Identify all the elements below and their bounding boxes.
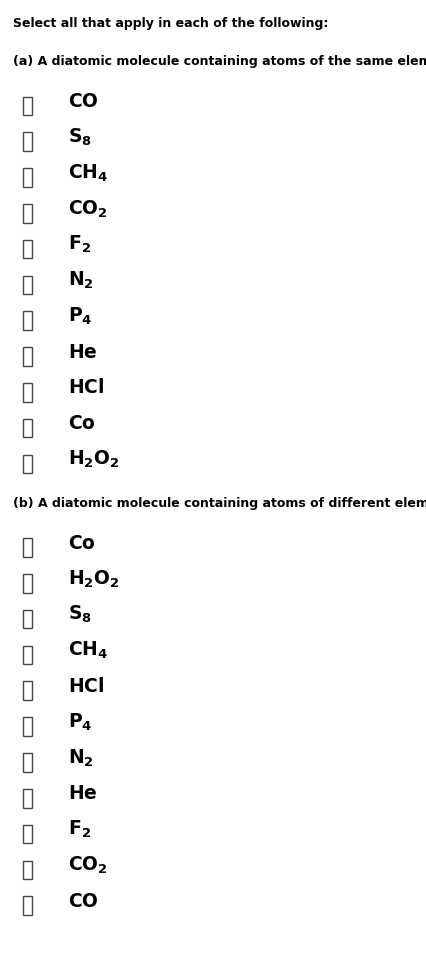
Bar xyxy=(23,825,32,843)
Text: $\mathbf{CO_2}$: $\mathbf{CO_2}$ xyxy=(68,855,108,876)
Text: (b) A diatomic molecule containing atoms of different elements.: (b) A diatomic molecule containing atoms… xyxy=(13,497,426,510)
Text: $\mathbf{P_4}$: $\mathbf{P_4}$ xyxy=(68,711,93,732)
Text: $\mathbf{CO}$: $\mathbf{CO}$ xyxy=(68,92,99,111)
Text: $\mathbf{P_4}$: $\mathbf{P_4}$ xyxy=(68,306,93,327)
Text: (a) A diatomic molecule containing atoms of the same element.: (a) A diatomic molecule containing atoms… xyxy=(13,55,426,69)
Bar xyxy=(23,682,32,700)
Bar xyxy=(23,753,32,772)
Bar xyxy=(23,311,32,330)
Bar xyxy=(23,96,32,116)
Text: $\mathbf{He}$: $\mathbf{He}$ xyxy=(68,343,98,362)
Text: $\mathbf{Co}$: $\mathbf{Co}$ xyxy=(68,534,96,553)
Text: $\mathbf{CO}$: $\mathbf{CO}$ xyxy=(68,892,99,911)
Bar xyxy=(23,419,32,437)
Text: $\mathbf{CO_2}$: $\mathbf{CO_2}$ xyxy=(68,199,108,220)
Bar xyxy=(23,789,32,808)
Text: $\mathbf{S_8}$: $\mathbf{S_8}$ xyxy=(68,127,92,148)
Text: $\mathbf{N_2}$: $\mathbf{N_2}$ xyxy=(68,748,94,769)
Text: Select all that apply in each of the following:: Select all that apply in each of the fol… xyxy=(13,17,328,31)
Text: $\mathbf{S_8}$: $\mathbf{S_8}$ xyxy=(68,605,92,626)
Text: $\mathbf{N_2}$: $\mathbf{N_2}$ xyxy=(68,270,94,291)
Bar xyxy=(23,897,32,915)
Bar xyxy=(23,717,32,736)
Text: $\mathbf{Co}$: $\mathbf{Co}$ xyxy=(68,414,96,434)
Bar xyxy=(23,240,32,259)
Bar xyxy=(23,610,32,628)
Text: $\mathbf{He}$: $\mathbf{He}$ xyxy=(68,784,98,803)
Bar xyxy=(23,646,32,665)
Text: $\mathbf{H_2O_2}$: $\mathbf{H_2O_2}$ xyxy=(68,449,120,470)
Text: $\mathbf{CH_4}$: $\mathbf{CH_4}$ xyxy=(68,640,108,661)
Bar xyxy=(23,383,32,402)
Bar xyxy=(23,168,32,187)
Text: $\mathbf{F_2}$: $\mathbf{F_2}$ xyxy=(68,819,91,840)
Text: $\mathbf{CH_4}$: $\mathbf{CH_4}$ xyxy=(68,162,108,183)
Bar xyxy=(23,348,32,366)
Text: $\mathbf{HCl}$: $\mathbf{HCl}$ xyxy=(68,378,104,397)
Bar xyxy=(23,204,32,223)
Text: $\mathbf{F_2}$: $\mathbf{F_2}$ xyxy=(68,234,91,255)
Text: $\mathbf{HCl}$: $\mathbf{HCl}$ xyxy=(68,677,104,696)
Bar xyxy=(23,455,32,474)
Bar xyxy=(23,133,32,151)
Bar xyxy=(23,574,32,593)
Bar xyxy=(23,276,32,294)
Text: $\mathbf{H_2O_2}$: $\mathbf{H_2O_2}$ xyxy=(68,568,120,589)
Bar xyxy=(23,539,32,557)
Bar xyxy=(23,860,32,880)
